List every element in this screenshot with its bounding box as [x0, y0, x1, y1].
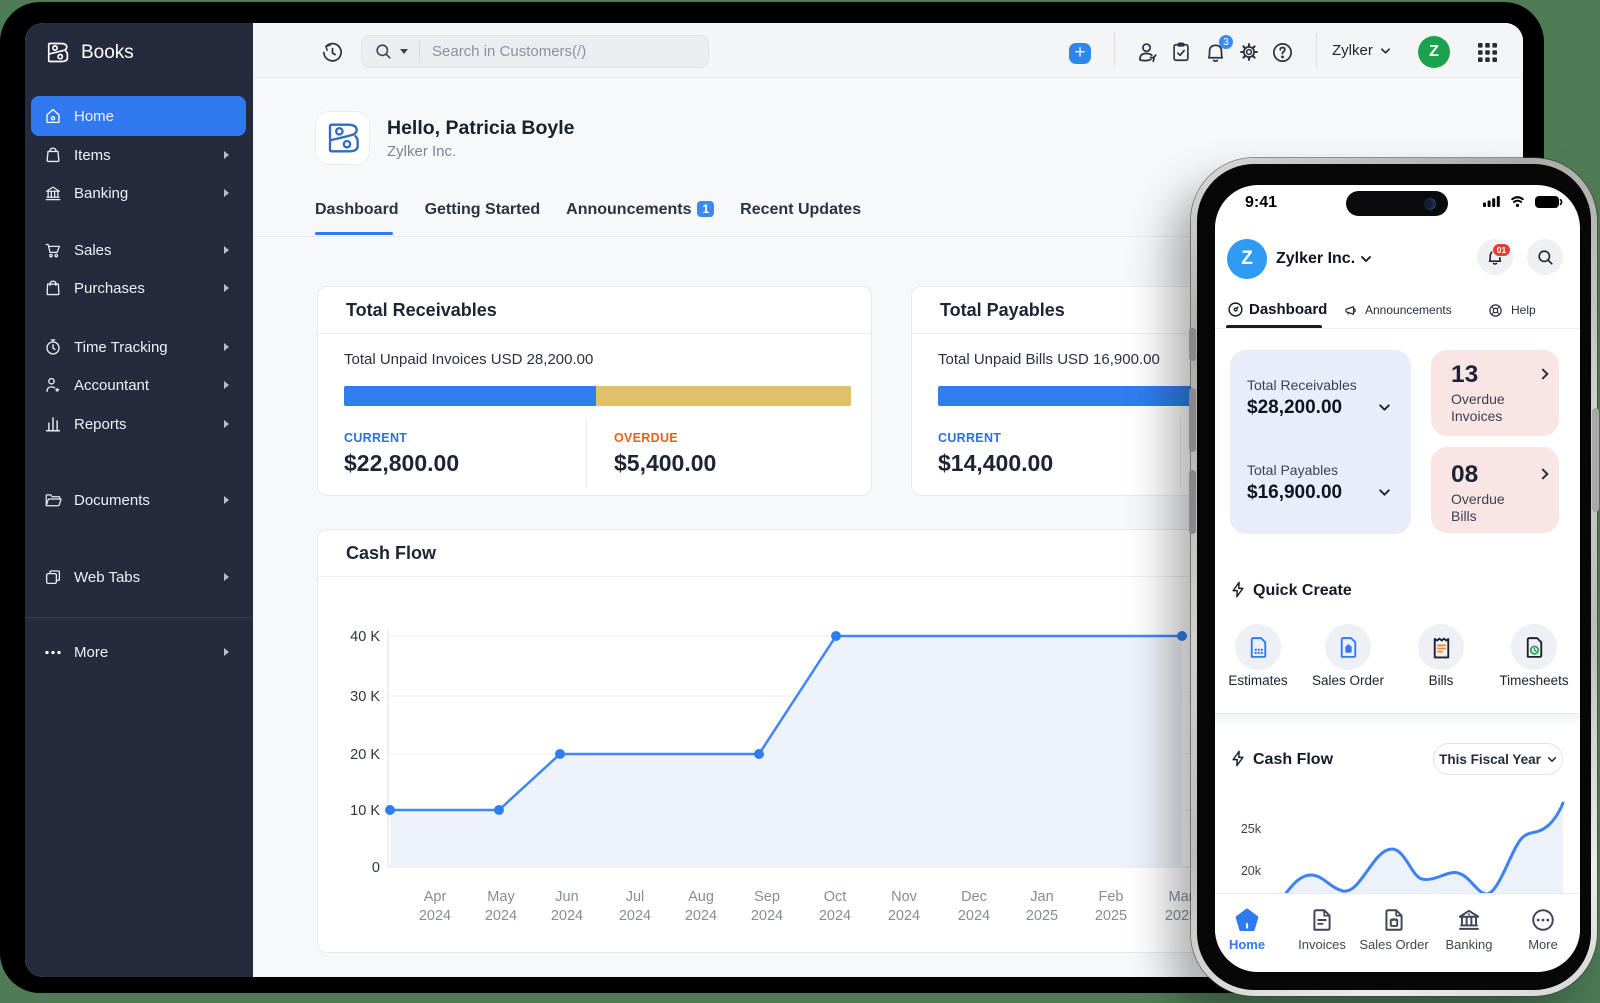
svg-text:2024: 2024	[888, 908, 920, 924]
svg-text:Aug: Aug	[688, 889, 714, 905]
svg-text:30 K: 30 K	[350, 689, 380, 705]
svg-text:Apr: Apr	[424, 889, 447, 905]
svg-text:2024: 2024	[619, 908, 651, 924]
svg-text:Mar: Mar	[1169, 889, 1194, 905]
svg-text:10 K: 10 K	[350, 803, 380, 819]
svg-text:Dec: Dec	[961, 889, 987, 905]
svg-text:Jul: Jul	[626, 889, 645, 905]
svg-text:20 K: 20 K	[350, 747, 380, 763]
svg-text:2024: 2024	[819, 908, 851, 924]
svg-text:Nov: Nov	[891, 889, 918, 905]
svg-text:2025: 2025	[1165, 908, 1197, 924]
svg-text:2024: 2024	[685, 908, 717, 924]
svg-text:May: May	[487, 889, 515, 905]
svg-text:Jun: Jun	[555, 889, 578, 905]
svg-text:2024: 2024	[485, 908, 517, 924]
svg-text:2024: 2024	[958, 908, 990, 924]
svg-text:2024: 2024	[751, 908, 783, 924]
svg-text:Jan: Jan	[1030, 889, 1053, 905]
svg-text:2024: 2024	[419, 908, 451, 924]
svg-text:Oct: Oct	[824, 889, 847, 905]
svg-text:2025: 2025	[1095, 908, 1127, 924]
svg-text:2025: 2025	[1026, 908, 1058, 924]
svg-text:Sep: Sep	[754, 889, 780, 905]
svg-text:Feb: Feb	[1099, 889, 1124, 905]
svg-text:0: 0	[372, 860, 380, 876]
svg-text:2024: 2024	[551, 908, 583, 924]
svg-text:40 K: 40 K	[350, 629, 380, 645]
